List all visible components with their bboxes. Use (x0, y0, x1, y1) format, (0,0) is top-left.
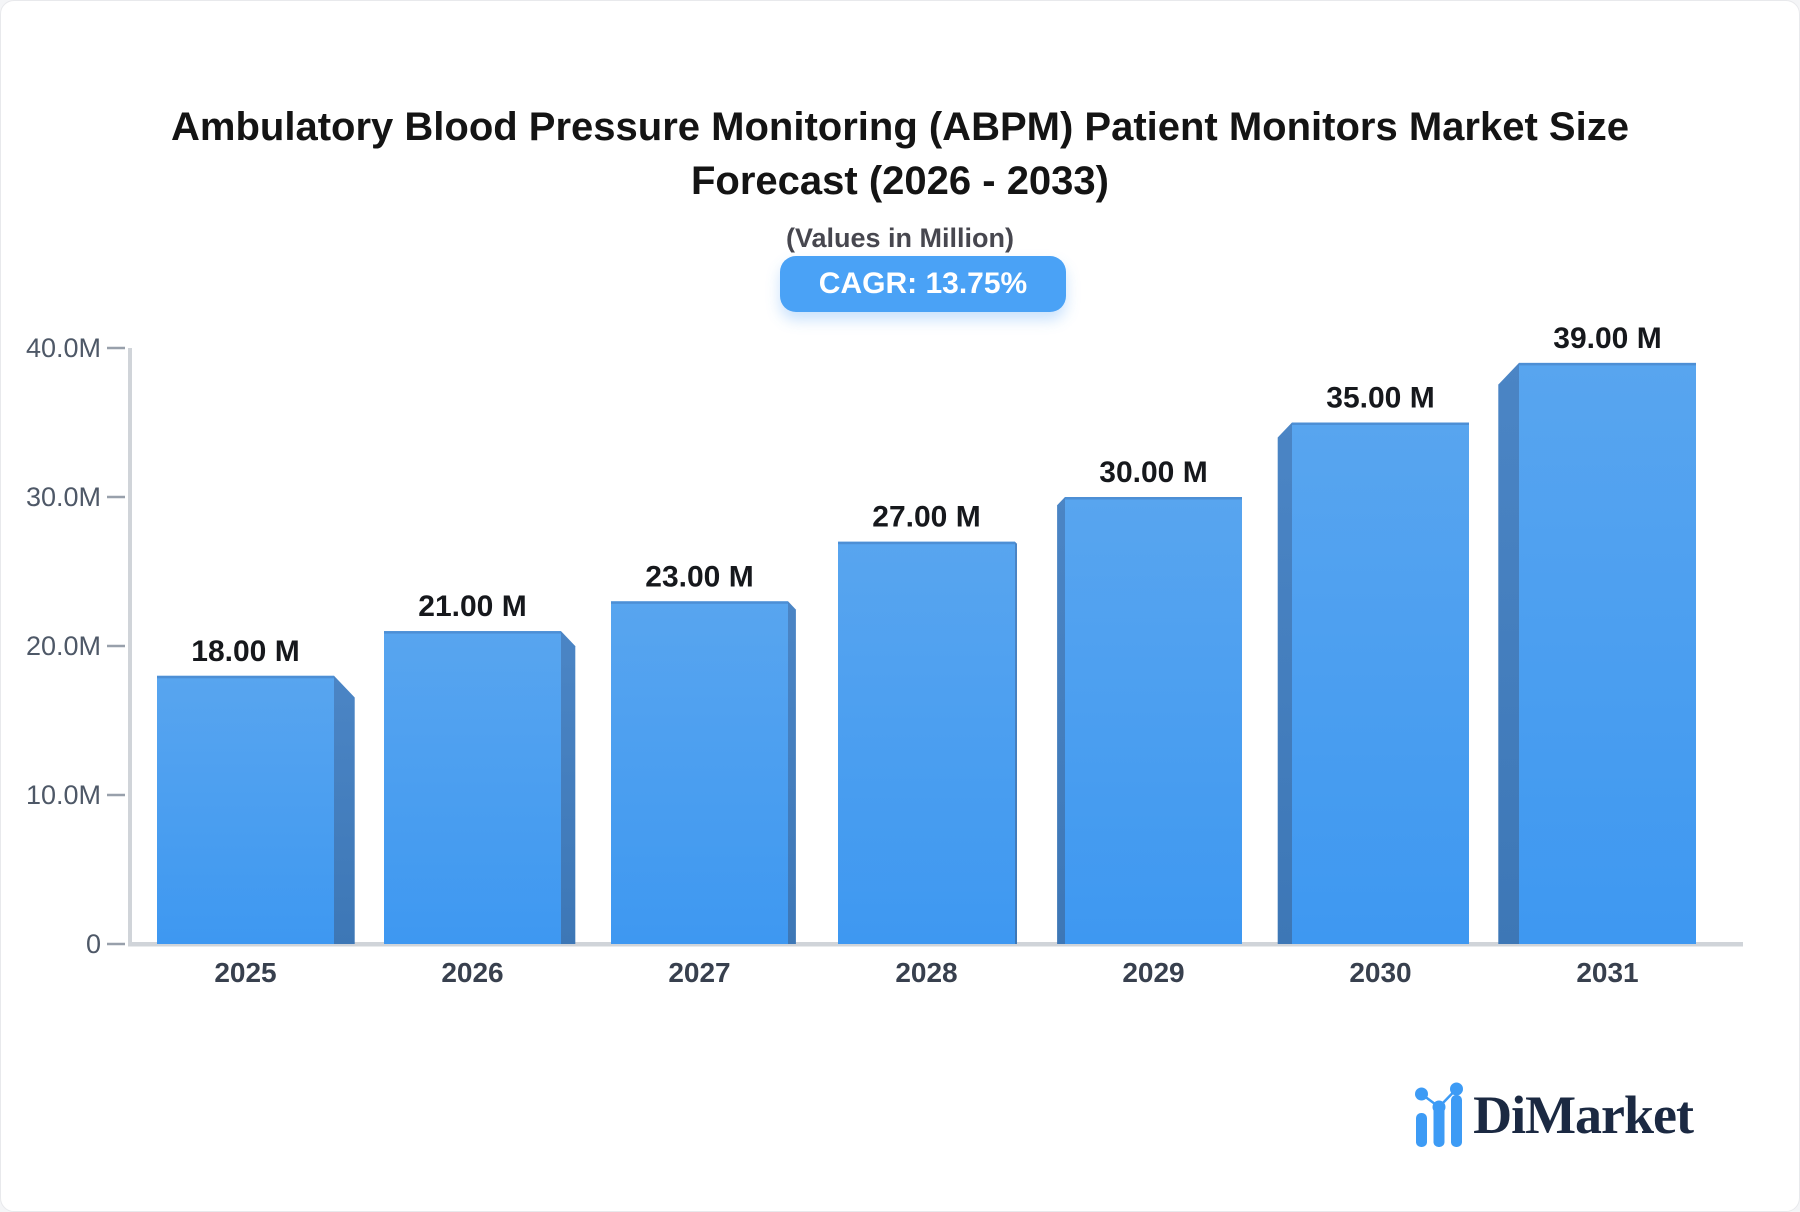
x-axis-label: 2026 (441, 957, 503, 988)
x-axis-label: 2027 (668, 957, 730, 988)
bar-value-label: 30.00 M (1099, 456, 1207, 489)
y-axis-tick-label: 40.0M (26, 333, 101, 363)
bar-value-label: 18.00 M (191, 635, 299, 668)
bar-top-edge (384, 631, 561, 634)
bar-value-label: 23.00 M (645, 560, 753, 593)
x-axis-label: 2025 (214, 957, 276, 988)
logo-dot (1450, 1082, 1464, 1096)
bar-group-2029: 30.00 M 2029 (1057, 456, 1242, 988)
bar[interactable] (1519, 362, 1696, 944)
logo-dot (1415, 1087, 1429, 1101)
bar[interactable] (611, 601, 788, 944)
y-axis-tick-label: 20.0M (26, 631, 101, 661)
bar-value-label: 35.00 M (1326, 382, 1434, 415)
dimarket-logo-text: DiMarket (1473, 1085, 1694, 1145)
bar-value-label: 21.00 M (418, 590, 526, 623)
dimarket-logo-icon (1415, 1082, 1464, 1147)
bar-side-face (788, 601, 796, 944)
bar-value-label: 39.00 M (1553, 322, 1661, 355)
bar-side-face (1057, 497, 1065, 944)
bar-top-edge (1292, 422, 1469, 425)
bar-top-edge (1065, 497, 1242, 500)
y-axis-tick-label: 30.0M (26, 482, 101, 512)
bar-group-2025: 18.00 M 2025 (157, 635, 355, 988)
bar-group-2028: 27.00 M 2028 (838, 501, 1017, 988)
logo-dot (1432, 1100, 1446, 1114)
y-axis-tick-label: 0 (86, 929, 101, 959)
bar[interactable] (1065, 497, 1242, 944)
bar-group-2031: 39.00 M 2031 (1498, 322, 1696, 988)
bar-top-edge (1519, 362, 1696, 366)
y-axis-line (128, 348, 132, 946)
dimarket-logo: DiMarket (1415, 1077, 1694, 1147)
bar[interactable] (384, 631, 561, 944)
chart-subtitle: (Values in Million) (785, 223, 1015, 253)
x-axis-label: 2029 (1122, 957, 1184, 988)
x-axis-label: 2031 (1576, 957, 1638, 988)
x-axis-label: 2030 (1349, 957, 1411, 988)
logo-bar (1451, 1095, 1463, 1147)
bar-side-face (1015, 541, 1017, 944)
bar-side-face (334, 675, 355, 944)
bar[interactable] (838, 541, 1015, 944)
bar-group-2030: 35.00 M 2030 (1277, 382, 1469, 988)
bar-top-edge (838, 541, 1015, 545)
cagr-badge: CAGR: 13.75% (780, 256, 1066, 312)
bar[interactable] (1292, 422, 1469, 945)
logo-bar (1433, 1105, 1445, 1147)
bar-top-edge (157, 675, 334, 679)
logo-bar (1416, 1113, 1428, 1147)
bar-side-face (1277, 422, 1292, 944)
bar[interactable] (157, 675, 334, 944)
bar-side-face (561, 631, 576, 944)
chart-title-line2: Forecast (2026 - 2033) (690, 159, 1109, 203)
bar-top-edge (611, 601, 788, 604)
y-axis-tick-label: 10.0M (26, 780, 101, 810)
x-axis-label: 2028 (895, 957, 957, 988)
bar-value-label: 27.00 M (872, 501, 980, 534)
bar-group-2026: 21.00 M 2026 (384, 590, 576, 988)
x-axis-line (128, 942, 1743, 947)
bar-group-2027: 23.00 M 2027 (611, 560, 796, 988)
bar-side-face (1498, 362, 1519, 944)
chart-title-line1: Ambulatory Blood Pressure Monitoring (AB… (171, 105, 1629, 149)
